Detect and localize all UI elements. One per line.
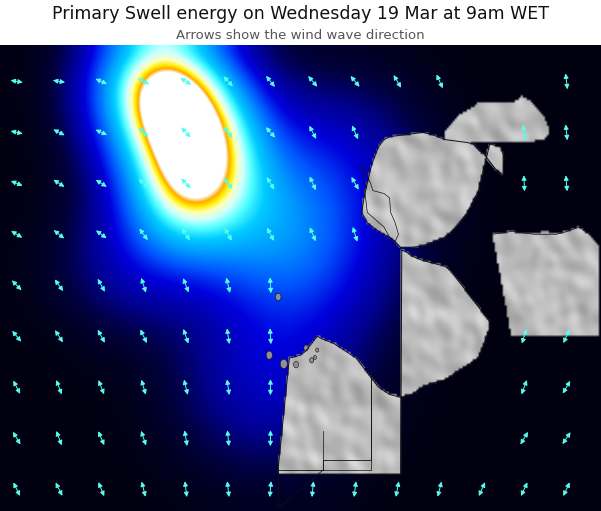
Circle shape (316, 348, 319, 352)
Circle shape (304, 345, 308, 351)
Text: Primary Swell energy on Wednesday 19 Mar at 9am WET: Primary Swell energy on Wednesday 19 Mar… (52, 6, 549, 24)
Circle shape (310, 358, 314, 363)
Circle shape (275, 293, 281, 300)
Text: Arrows show the wind wave direction: Arrows show the wind wave direction (176, 30, 425, 42)
Circle shape (266, 351, 272, 359)
Circle shape (294, 361, 299, 368)
Circle shape (280, 359, 287, 368)
Circle shape (313, 355, 317, 359)
